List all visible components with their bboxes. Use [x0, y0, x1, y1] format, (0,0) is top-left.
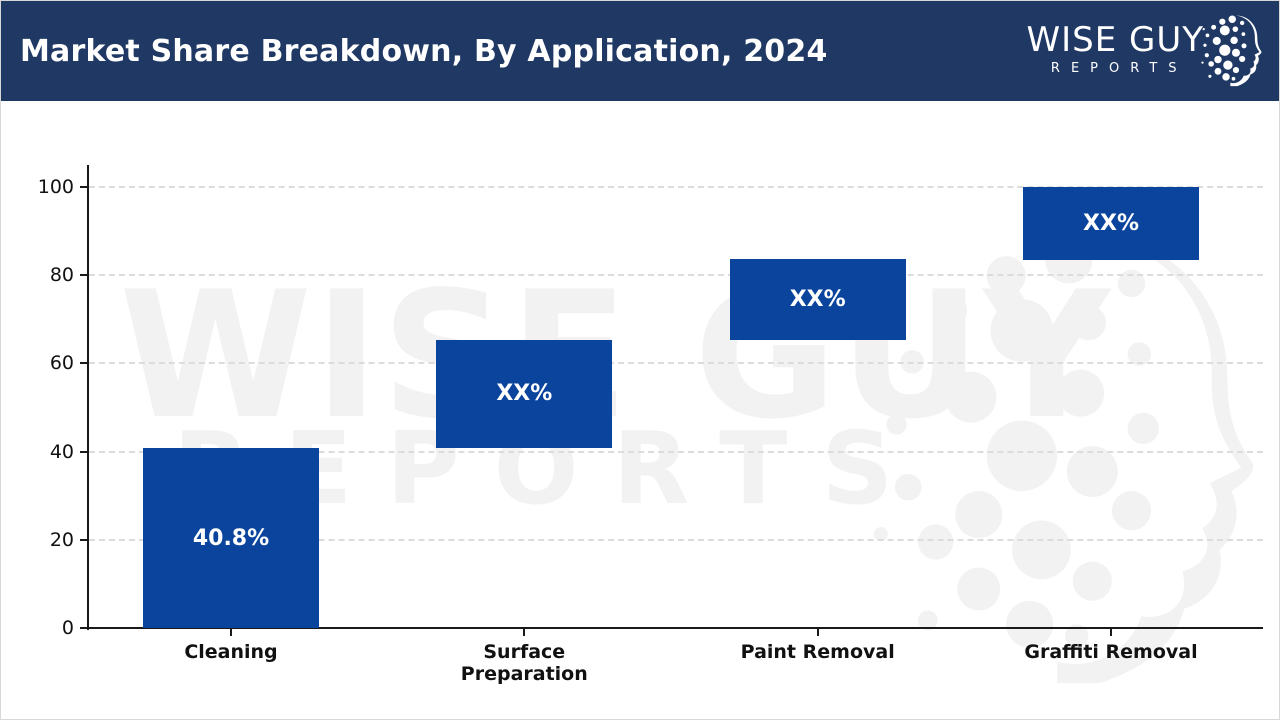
bar-value-label: XX% [496, 381, 553, 407]
y-tick-label-80: 80 [49, 264, 74, 287]
x-axis-line [87, 627, 1263, 629]
page-title: Market Share Breakdown, By Application, … [20, 34, 828, 69]
x-tick-label-line: Graffiti Removal [1024, 641, 1198, 663]
gridline-y60 [89, 362, 1263, 365]
y-tickmark-100 [80, 186, 87, 188]
y-tick-label-20: 20 [49, 528, 74, 551]
y-tick-label-40: 40 [49, 440, 74, 463]
y-axis-line [87, 164, 89, 630]
x-tick-label-line: Surface [483, 641, 566, 663]
bar-graffiti-removal: XX% [1023, 187, 1199, 260]
x-tickmark-2 [816, 629, 819, 636]
x-tick-label-2: Paint Removal [668, 641, 968, 663]
y-tick-label-100: 100 [37, 176, 74, 198]
y-tickmark-0 [80, 627, 87, 629]
y-tickmark-40 [80, 450, 87, 453]
x-tick-label-3: Graffiti Removal [961, 641, 1261, 663]
bar-cleaning: 40.8% [143, 448, 319, 628]
gridline-y100 [89, 186, 1263, 188]
x-tickmark-0 [230, 629, 232, 636]
y-tick-label-0: 0 [61, 617, 74, 639]
y-tick-label-60: 60 [49, 352, 74, 375]
brand-logo-text: WISE GUY REPORTS [1026, 20, 1204, 76]
y-tickmark-80 [80, 274, 87, 277]
gridline-y40 [89, 450, 1263, 453]
gridline-y20 [89, 538, 1263, 541]
x-tick-label-line: Cleaning [184, 641, 278, 663]
y-tickmark-20 [80, 538, 87, 541]
bar-paint-removal: XX% [729, 259, 906, 340]
bar-value-label: 40.8% [192, 525, 270, 551]
bar-value-label: XX% [1083, 210, 1139, 236]
x-tick-label-line: Paint Removal [740, 641, 895, 663]
bar-surface-preparation: XX% [436, 340, 613, 448]
x-tickmark-3 [1110, 629, 1112, 636]
y-tickmark-60 [80, 362, 87, 365]
brand-logo: WISE GUY REPORTS [1026, 11, 1262, 87]
x-tickmark-1 [523, 629, 526, 636]
x-tick-label-line: Preparation [460, 663, 588, 685]
header-bar: Market Share Breakdown, By Application, … [1, 1, 1279, 101]
x-tick-label-1: Surface Preparation [374, 641, 674, 685]
brand-logo-line1: WISE GUY [1026, 20, 1204, 61]
gridline-y80 [89, 274, 1263, 277]
brand-logo-head-icon [1200, 11, 1262, 87]
bar-value-label: XX% [789, 287, 846, 313]
x-tick-label-0: Cleaning [81, 641, 381, 663]
brand-logo-line2: REPORTS [1050, 60, 1188, 76]
